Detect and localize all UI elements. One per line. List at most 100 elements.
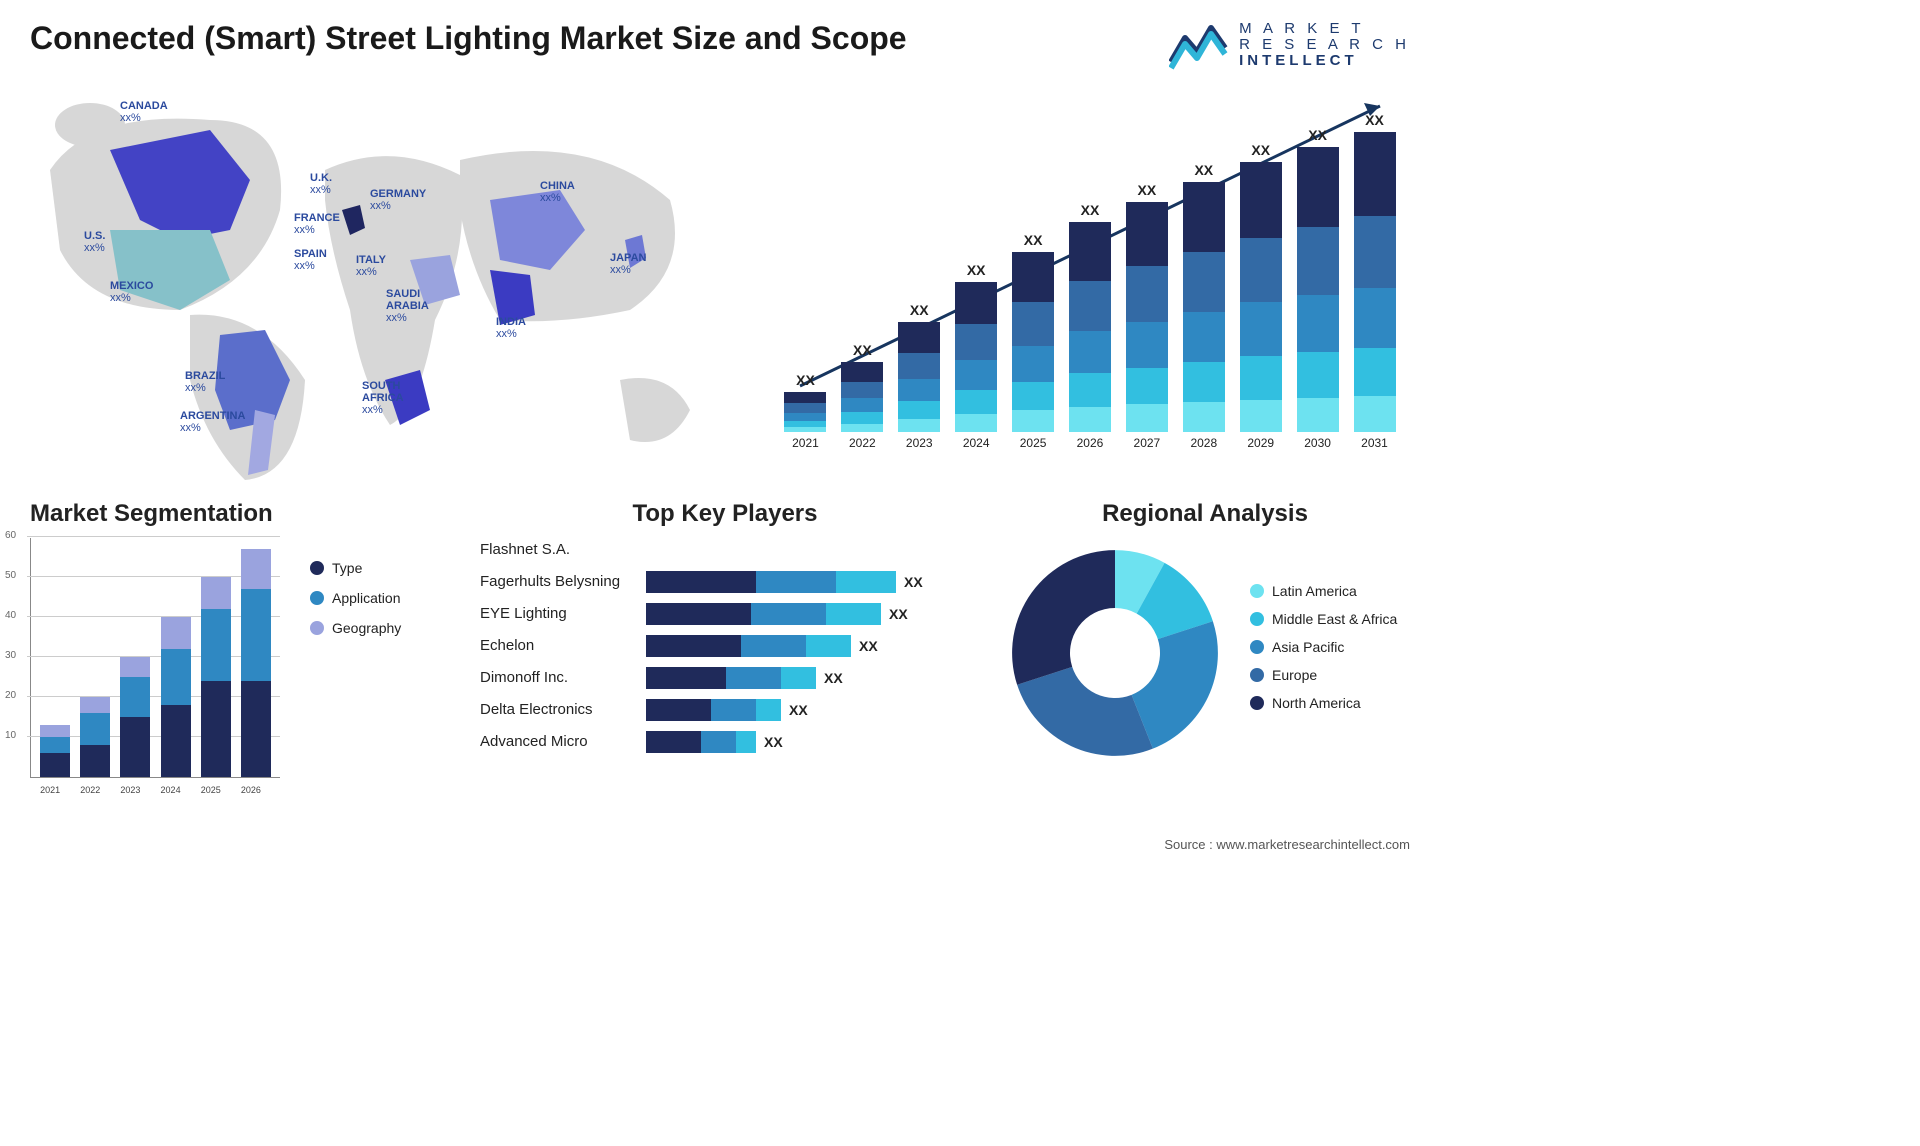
logo-line-3: INTELLECT (1239, 53, 1410, 69)
segmentation-bar-column: 2023 (120, 657, 150, 777)
forecast-bar-xlabel: 2028 (1190, 436, 1217, 450)
segmentation-bar-chart: 102030405060202120222023202420252026 (30, 538, 280, 778)
segmentation-bar-column: 2024 (161, 617, 191, 777)
player-value-label: XX (764, 734, 783, 750)
donut-slice (1017, 667, 1153, 756)
map-country-label: GERMANYxx% (370, 188, 426, 212)
player-name-label: Echelon (480, 638, 646, 655)
map-country-label: CANADAxx% (120, 100, 168, 124)
region-legend-item: Asia Pacific (1250, 639, 1397, 655)
forecast-bar-value: XX (1251, 142, 1270, 158)
map-country-label: CHINAxx% (540, 180, 575, 204)
forecast-bar-column: 2025 (1008, 252, 1059, 450)
regional-legend: Latin AmericaMiddle East & AfricaAsia Pa… (1250, 583, 1397, 723)
forecast-bar-xlabel: 2031 (1361, 436, 1388, 450)
forecast-bar-xlabel: 2024 (963, 436, 990, 450)
map-country-label: ARGENTINAxx% (180, 410, 245, 434)
forecast-bar-value: XX (1194, 162, 1213, 178)
segmentation-legend-item: Geography (310, 620, 401, 636)
regional-donut-chart (1000, 538, 1230, 768)
forecast-bar-column: 2021 (780, 392, 831, 450)
segmentation-title: Market Segmentation (30, 500, 450, 528)
map-country-label: INDIAxx% (496, 316, 526, 340)
player-value-label: XX (824, 670, 843, 686)
players-title: Top Key Players (470, 500, 980, 528)
map-country-label: MEXICOxx% (110, 280, 153, 304)
segmentation-legend-item: Application (310, 590, 401, 606)
forecast-bar-xlabel: 2023 (906, 436, 933, 450)
map-country-label: U.K.xx% (310, 172, 332, 196)
player-value-label: XX (889, 606, 908, 622)
forecast-bar-xlabel: 2027 (1134, 436, 1161, 450)
forecast-bar-value: XX (1024, 232, 1043, 248)
player-row: EYE Lighting XX (480, 602, 980, 626)
forecast-bar-column: 2030 (1292, 147, 1343, 450)
forecast-bar-value: XX (1365, 112, 1384, 128)
map-country-label: JAPANxx% (610, 252, 646, 276)
player-row: Flashnet S.A. (480, 538, 980, 562)
forecast-bar-xlabel: 2022 (849, 436, 876, 450)
map-country-label: BRAZILxx% (185, 370, 225, 394)
player-row: Fagerhults Belysning XX (480, 570, 980, 594)
forecast-bar-column: 2027 (1121, 202, 1172, 450)
map-country-label: SOUTHAFRICAxx% (362, 380, 404, 416)
map-country-label: U.S.xx% (84, 230, 105, 254)
player-row: Dimonoff Inc. XX (480, 666, 980, 690)
forecast-bar-value: XX (1308, 127, 1327, 143)
forecast-bar-column: 2024 (951, 282, 1002, 450)
forecast-bar-column: 2029 (1235, 162, 1286, 450)
segmentation-legend-item: Type (310, 560, 401, 576)
forecast-bar-xlabel: 2029 (1247, 436, 1274, 450)
segmentation-bar-column: 2021 (40, 725, 70, 777)
player-name-label: Fagerhults Belysning (480, 574, 646, 591)
segmentation-legend: Type Application Geography (310, 560, 401, 650)
player-value-label: XX (859, 638, 878, 654)
players-bar-chart: Flashnet S.A.Fagerhults BelysningXXEYE L… (480, 538, 980, 754)
forecast-bar-column: 2031 (1349, 132, 1400, 450)
forecast-bar-chart: 2021 2022 2023 2024 2025 2026 2027 2028 2029 2030… (770, 80, 1410, 480)
forecast-bar-value: XX (853, 342, 872, 358)
region-legend-item: Europe (1250, 667, 1397, 683)
forecast-bar-value: XX (1138, 182, 1157, 198)
regional-title: Regional Analysis (1000, 500, 1410, 528)
forecast-bar-value: XX (1081, 202, 1100, 218)
player-row: Delta Electronics XX (480, 698, 980, 722)
market-segmentation-panel: Market Segmentation 10203040506020212022… (30, 500, 450, 800)
logo-line-2: R E S E A R C H (1239, 37, 1410, 53)
forecast-bar-value: XX (796, 372, 815, 388)
brand-logo: M A R K E T R E S E A R C H INTELLECT (1169, 20, 1410, 70)
regional-analysis-panel: Regional Analysis Latin AmericaMiddle Ea… (1000, 500, 1410, 800)
forecast-bar-value: XX (967, 262, 986, 278)
player-name-label: Flashnet S.A. (480, 542, 646, 559)
donut-slice (1012, 550, 1115, 685)
region-legend-item: Middle East & Africa (1250, 611, 1397, 627)
map-country-label: SPAINxx% (294, 248, 327, 272)
forecast-bar-xlabel: 2026 (1077, 436, 1104, 450)
forecast-bar-column: 2026 (1065, 222, 1116, 450)
player-value-label: XX (904, 574, 923, 590)
player-name-label: Dimonoff Inc. (480, 670, 646, 687)
forecast-bar-xlabel: 2025 (1020, 436, 1047, 450)
key-players-panel: Top Key Players Flashnet S.A. Fagerhults … (470, 500, 980, 800)
player-value-label: XX (789, 702, 808, 718)
forecast-bar-value: XX (910, 302, 929, 318)
forecast-bar-xlabel: 2030 (1304, 436, 1331, 450)
forecast-bar-column: 2028 (1178, 182, 1229, 450)
logo-mark-icon (1169, 20, 1229, 70)
world-map-panel: CANADAxx% U.S.xx% MEXICOxx% BRAZILxx% ARGENT… (30, 80, 740, 480)
logo-line-1: M A R K E T (1239, 21, 1410, 37)
map-country-label: FRANCExx% (294, 212, 340, 236)
player-name-label: Delta Electronics (480, 702, 646, 719)
page-title: Connected (Smart) Street Lighting Market… (30, 20, 907, 57)
player-row: Advanced Micro XX (480, 730, 980, 754)
player-row: Echelon XX (480, 634, 980, 658)
player-name-label: Advanced Micro (480, 734, 646, 751)
forecast-bar-column: 2023 (894, 322, 945, 450)
segmentation-bar-column: 2026 (241, 549, 271, 777)
player-name-label: EYE Lighting (480, 606, 646, 623)
source-attribution: Source : www.marketresearchintellect.com (1164, 837, 1410, 852)
region-legend-item: North America (1250, 695, 1397, 711)
map-country-label: SAUDIARABIAxx% (386, 288, 429, 324)
segmentation-bar-column: 2025 (201, 577, 231, 777)
segmentation-bar-column: 2022 (80, 697, 110, 777)
